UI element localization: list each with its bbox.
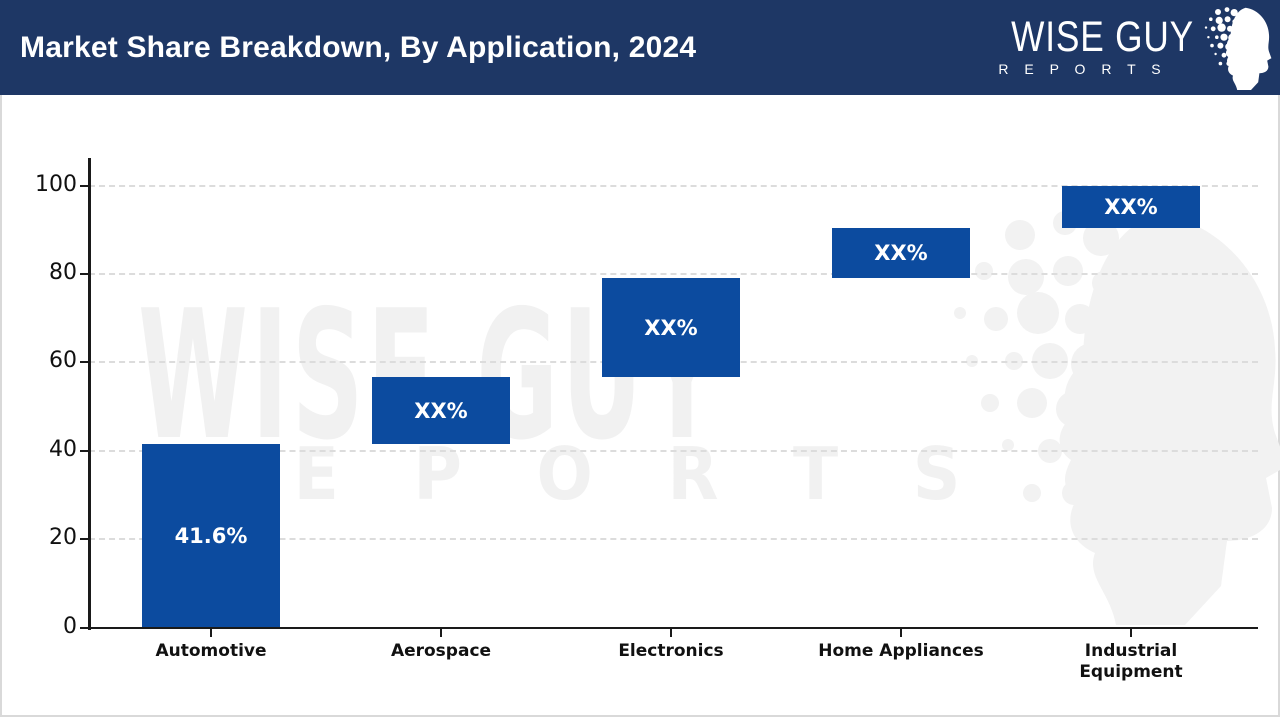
x-axis-line: [87, 626, 1258, 629]
y-axis-label-40: 40: [49, 436, 77, 462]
y-axis-line: [88, 158, 91, 630]
logo-text: WISE GUY R E P O R T S: [971, 13, 1194, 78]
wise-guy-reports-logo: WISE GUY R E P O R T S: [998, 0, 1272, 95]
category-label: Electronics: [618, 640, 724, 661]
y-axis-tick-40: [80, 449, 89, 452]
bar-value-label: XX%: [414, 398, 468, 423]
header-bar: Market Share Breakdown, By Application, …: [0, 0, 1280, 95]
bar-aerospace: XX%: [372, 377, 510, 444]
y-axis-tick-100: [80, 184, 89, 187]
watermark-text-line2: R E P O R T S: [168, 432, 987, 516]
y-axis-label-0: 0: [63, 613, 77, 639]
x-axis-tick-2: [670, 628, 672, 637]
bar-value-label: XX%: [644, 315, 698, 340]
gridline-y80: [89, 273, 1258, 276]
y-axis-label-100: 100: [35, 171, 77, 197]
bar-automotive: 41.6%: [142, 443, 280, 628]
category-label: Home Appliances: [818, 640, 984, 661]
y-axis-label-60: 60: [49, 348, 77, 374]
category-label: Automotive: [155, 640, 267, 661]
category-label: Industrial Equipment: [1079, 640, 1183, 682]
x-axis-tick-1: [440, 628, 442, 637]
y-axis-label-80: 80: [49, 260, 77, 286]
category-label: Aerospace: [390, 640, 492, 661]
bar-electronics: XX%: [602, 277, 740, 378]
gridline-y100: [89, 184, 1258, 187]
y-axis-label-20: 20: [49, 525, 77, 551]
x-axis-tick-4: [1130, 628, 1132, 637]
x-axis-tick-3: [900, 628, 902, 637]
bar-home-appliances: XX%: [832, 228, 970, 278]
gridline-y40: [89, 449, 1258, 452]
logo-wordmark: WISE GUY: [1011, 13, 1194, 61]
bar-value-label: 41.6%: [174, 523, 248, 548]
bar-value-label: XX%: [1104, 194, 1158, 219]
page-title: Market Share Breakdown, By Application, …: [20, 30, 697, 64]
x-axis-tick-0: [210, 628, 212, 637]
logo-head-icon: [1200, 6, 1272, 94]
y-axis-tick-0: [80, 626, 89, 629]
logo-subtitle: R E P O R T S: [998, 61, 1167, 77]
y-axis-tick-80: [80, 273, 89, 276]
y-axis-tick-60: [80, 361, 89, 364]
gridline-y20: [89, 538, 1258, 541]
bar-value-label: XX%: [874, 240, 928, 265]
y-axis-tick-20: [80, 538, 89, 541]
bar-industrial-equipment: XX%: [1062, 185, 1200, 229]
